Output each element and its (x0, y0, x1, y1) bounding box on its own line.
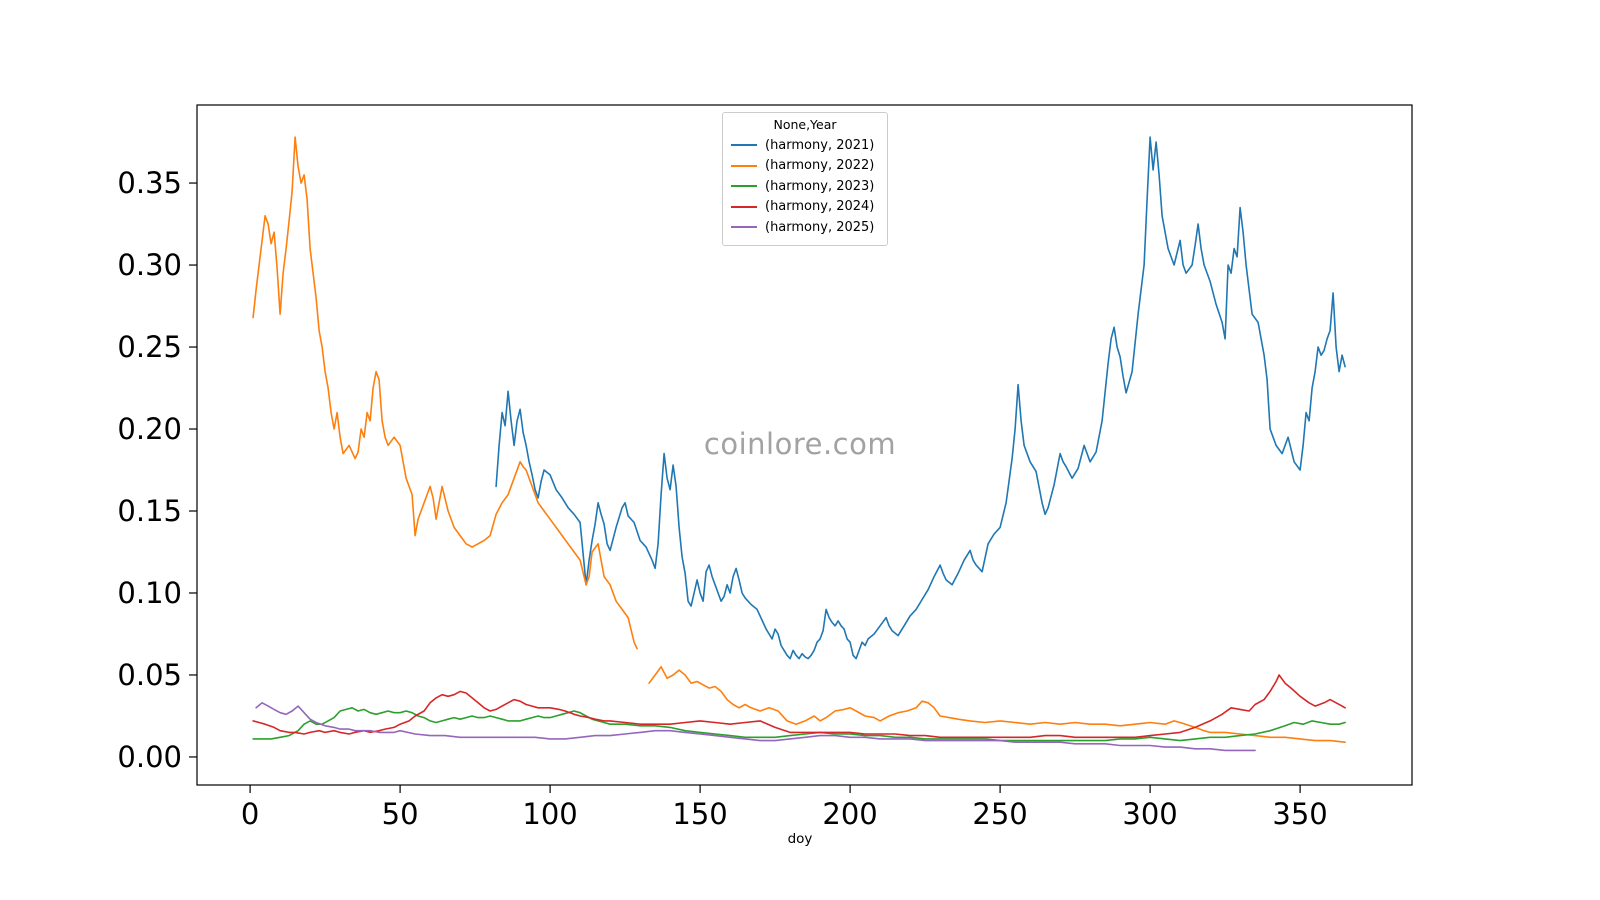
legend: None,Year (harmony, 2021) (harmony, 2022)… (722, 112, 888, 246)
y-tick-label: 0.20 (117, 412, 182, 446)
legend-item: (harmony, 2024) (731, 197, 879, 218)
legend-line-swatch (731, 144, 757, 147)
x-tick-label: 200 (822, 797, 877, 831)
y-tick-label: 0.25 (117, 330, 182, 364)
x-tick-label: 350 (1272, 797, 1327, 831)
x-axis-label: doy (787, 831, 813, 847)
series-line-2024 (252, 674, 1346, 739)
x-tick-label: 150 (672, 797, 727, 831)
legend-line-swatch (731, 226, 757, 229)
series-line-2021 (495, 136, 1346, 660)
legend-item: (harmony, 2023) (731, 176, 879, 197)
x-tick-label: 250 (972, 797, 1027, 831)
y-tick-label: 0.05 (117, 658, 182, 692)
legend-label: (harmony, 2021) (765, 137, 875, 153)
series-line-2023 (252, 707, 1346, 742)
x-tick-label: 50 (382, 797, 419, 831)
x-tick-label: 0 (241, 797, 259, 831)
y-tick-label: 0.15 (117, 494, 182, 528)
y-tick-label: 0.10 (117, 576, 182, 610)
series-line-2025 (255, 702, 1256, 752)
legend-items: (harmony, 2021) (harmony, 2022) (harmony, … (731, 135, 879, 238)
legend-item: (harmony, 2025) (731, 217, 879, 238)
legend-item: (harmony, 2022) (731, 156, 879, 177)
legend-label: (harmony, 2022) (765, 158, 875, 174)
legend-label: (harmony, 2024) (765, 199, 875, 215)
plot-frame (196, 104, 1413, 786)
x-tick-label: 100 (522, 797, 577, 831)
y-tick-label: 0.30 (117, 248, 182, 282)
y-tick-label: 0.35 (117, 166, 182, 200)
legend-line-swatch (731, 205, 757, 208)
legend-title: None,Year (773, 117, 837, 132)
legend-line-swatch (731, 185, 757, 188)
y-tick-label: 0.00 (117, 740, 182, 774)
legend-label: (harmony, 2023) (765, 178, 875, 194)
legend-item: (harmony, 2021) (731, 135, 879, 156)
legend-label: (harmony, 2025) (765, 219, 875, 235)
legend-line-swatch (731, 164, 757, 167)
series-line-2022 (252, 136, 1346, 743)
watermark: coinlore.com (703, 427, 897, 461)
x-tick-label: 300 (1122, 797, 1177, 831)
